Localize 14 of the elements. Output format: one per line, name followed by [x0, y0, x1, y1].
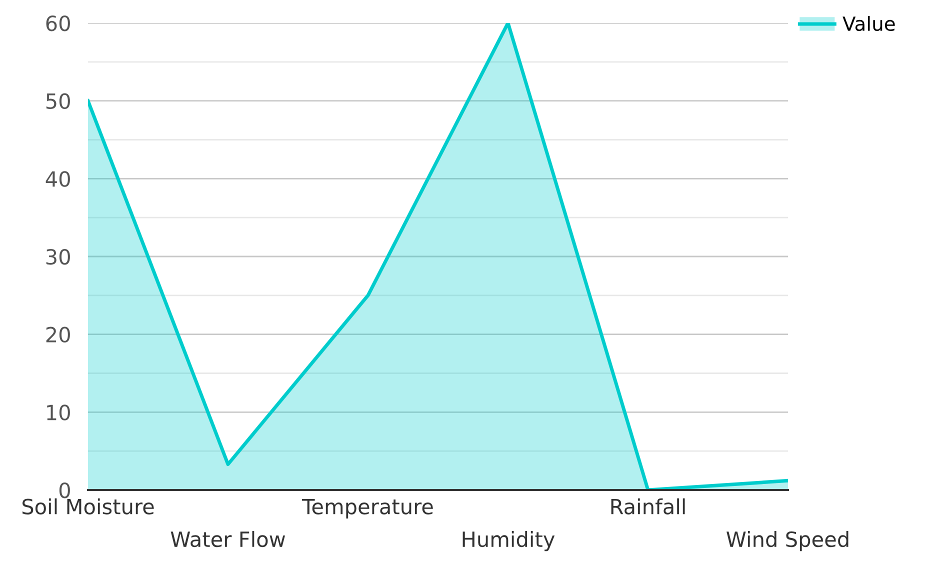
legend-label: Value [842, 16, 895, 32]
y-tick-label: 30 [46, 248, 70, 265]
x-tick-label: Wind Speed [726, 531, 848, 552]
y-tick-label: 10 [47, 404, 70, 420]
y-tick-label: 40 [46, 171, 70, 187]
x-tick-label: Water Flow [170, 531, 286, 548]
x-tick-label: Rainfall [611, 498, 685, 514]
x-tick-label: Humidity [462, 531, 555, 552]
x-tick-label: Soil Moisture [22, 498, 154, 514]
y-tick-label: 60 [46, 15, 70, 32]
y-tick-label: 20 [46, 326, 70, 343]
y-tick-label: 0 [59, 482, 70, 498]
y-tick-label: 50 [46, 93, 70, 110]
x-tick-label: Temperature [302, 498, 433, 518]
